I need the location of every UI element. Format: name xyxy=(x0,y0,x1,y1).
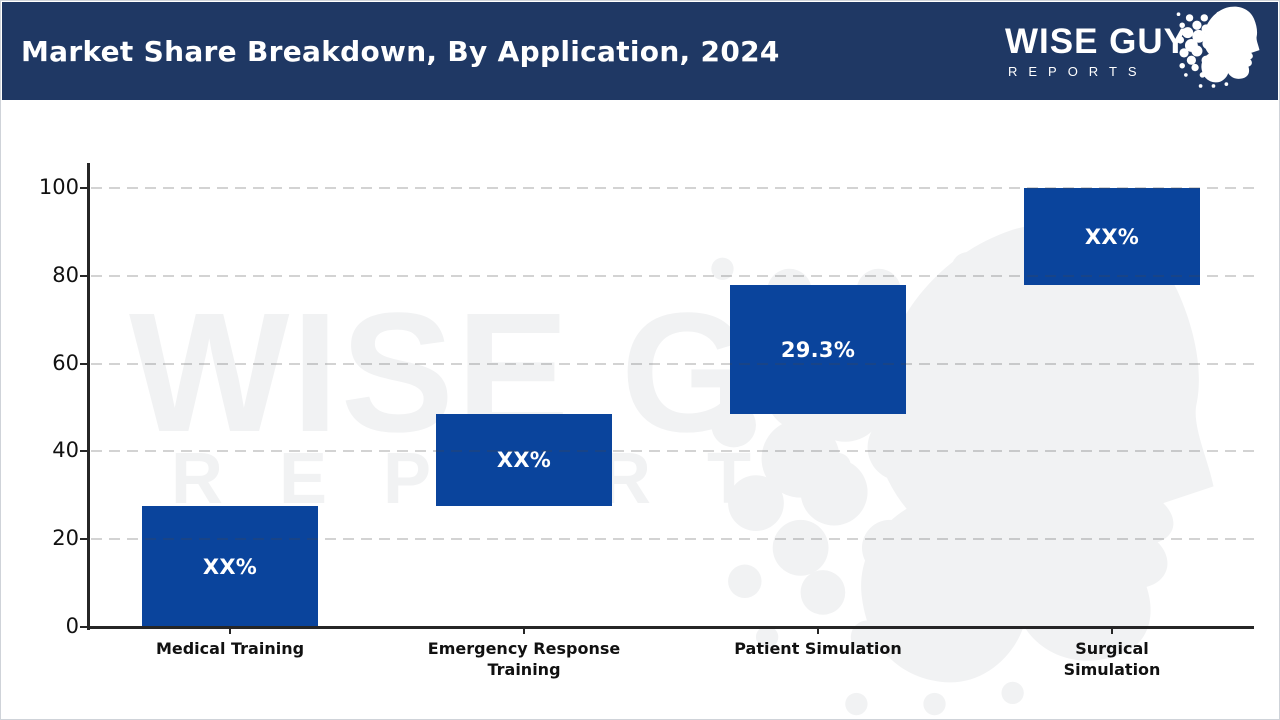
x-axis xyxy=(87,626,1254,629)
bar-3: 29.3% xyxy=(730,285,906,415)
y-gridline xyxy=(91,450,1254,453)
bar-value-label: XX% xyxy=(202,554,258,579)
x-tick-mark xyxy=(523,627,525,634)
y-gridline xyxy=(91,538,1254,541)
y-tick-mark xyxy=(80,626,87,628)
x-tick-label: Emergency Response Training xyxy=(404,638,644,680)
brand-logo: WISE GUY REPORTS xyxy=(1005,5,1266,97)
y-tick-label: 80 xyxy=(52,262,79,287)
x-tick-label: Patient Simulation xyxy=(698,638,938,659)
bar-value-label: 29.3% xyxy=(780,337,856,362)
x-tick-label-line: Emergency Response xyxy=(427,639,621,658)
y-tick-mark xyxy=(80,362,87,365)
brand-subtitle: REPORTS xyxy=(1007,63,1148,79)
y-tick-label: 0 xyxy=(65,614,79,638)
bar-4: XX% xyxy=(1024,188,1200,286)
y-tick-mark xyxy=(80,187,87,189)
y-tick-mark xyxy=(80,274,87,277)
x-tick-label-line: Training xyxy=(487,660,561,679)
page-title: Market Share Breakdown, By Application, … xyxy=(21,34,780,68)
y-axis xyxy=(87,163,90,630)
x-tick-mark xyxy=(229,627,231,634)
y-tick-mark xyxy=(80,450,87,453)
bar-2: XX% xyxy=(436,414,612,507)
y-tick-label: 40 xyxy=(52,438,79,463)
x-tick-label: Surgical Simulation xyxy=(992,638,1232,680)
brand-name: WISE GUY xyxy=(1004,21,1188,61)
y-gridline xyxy=(91,274,1254,277)
y-tick-label: 20 xyxy=(52,526,79,551)
bar-1: XX% xyxy=(142,506,318,627)
brand-wordmark: WISE GUY REPORTS xyxy=(1005,24,1188,79)
x-tick-label: Medical Training xyxy=(110,638,350,659)
x-tick-label-line: Simulation xyxy=(1063,660,1161,679)
x-tick-mark xyxy=(817,627,819,634)
y-tick-label: 100 xyxy=(38,175,79,199)
bar-value-label: XX% xyxy=(1084,224,1140,249)
y-tick-label: 60 xyxy=(52,350,79,375)
x-tick-label-line: Surgical xyxy=(1075,639,1149,658)
x-tick-mark xyxy=(1111,627,1113,634)
header: Market Share Breakdown, By Application, … xyxy=(2,2,1278,100)
y-gridline xyxy=(91,187,1254,189)
y-tick-mark xyxy=(80,538,87,541)
y-gridline xyxy=(91,362,1254,365)
x-tick-label-line: Medical Training xyxy=(155,639,305,658)
bar-value-label: XX% xyxy=(496,448,552,473)
x-tick-label-line: Patient Simulation xyxy=(734,639,902,658)
